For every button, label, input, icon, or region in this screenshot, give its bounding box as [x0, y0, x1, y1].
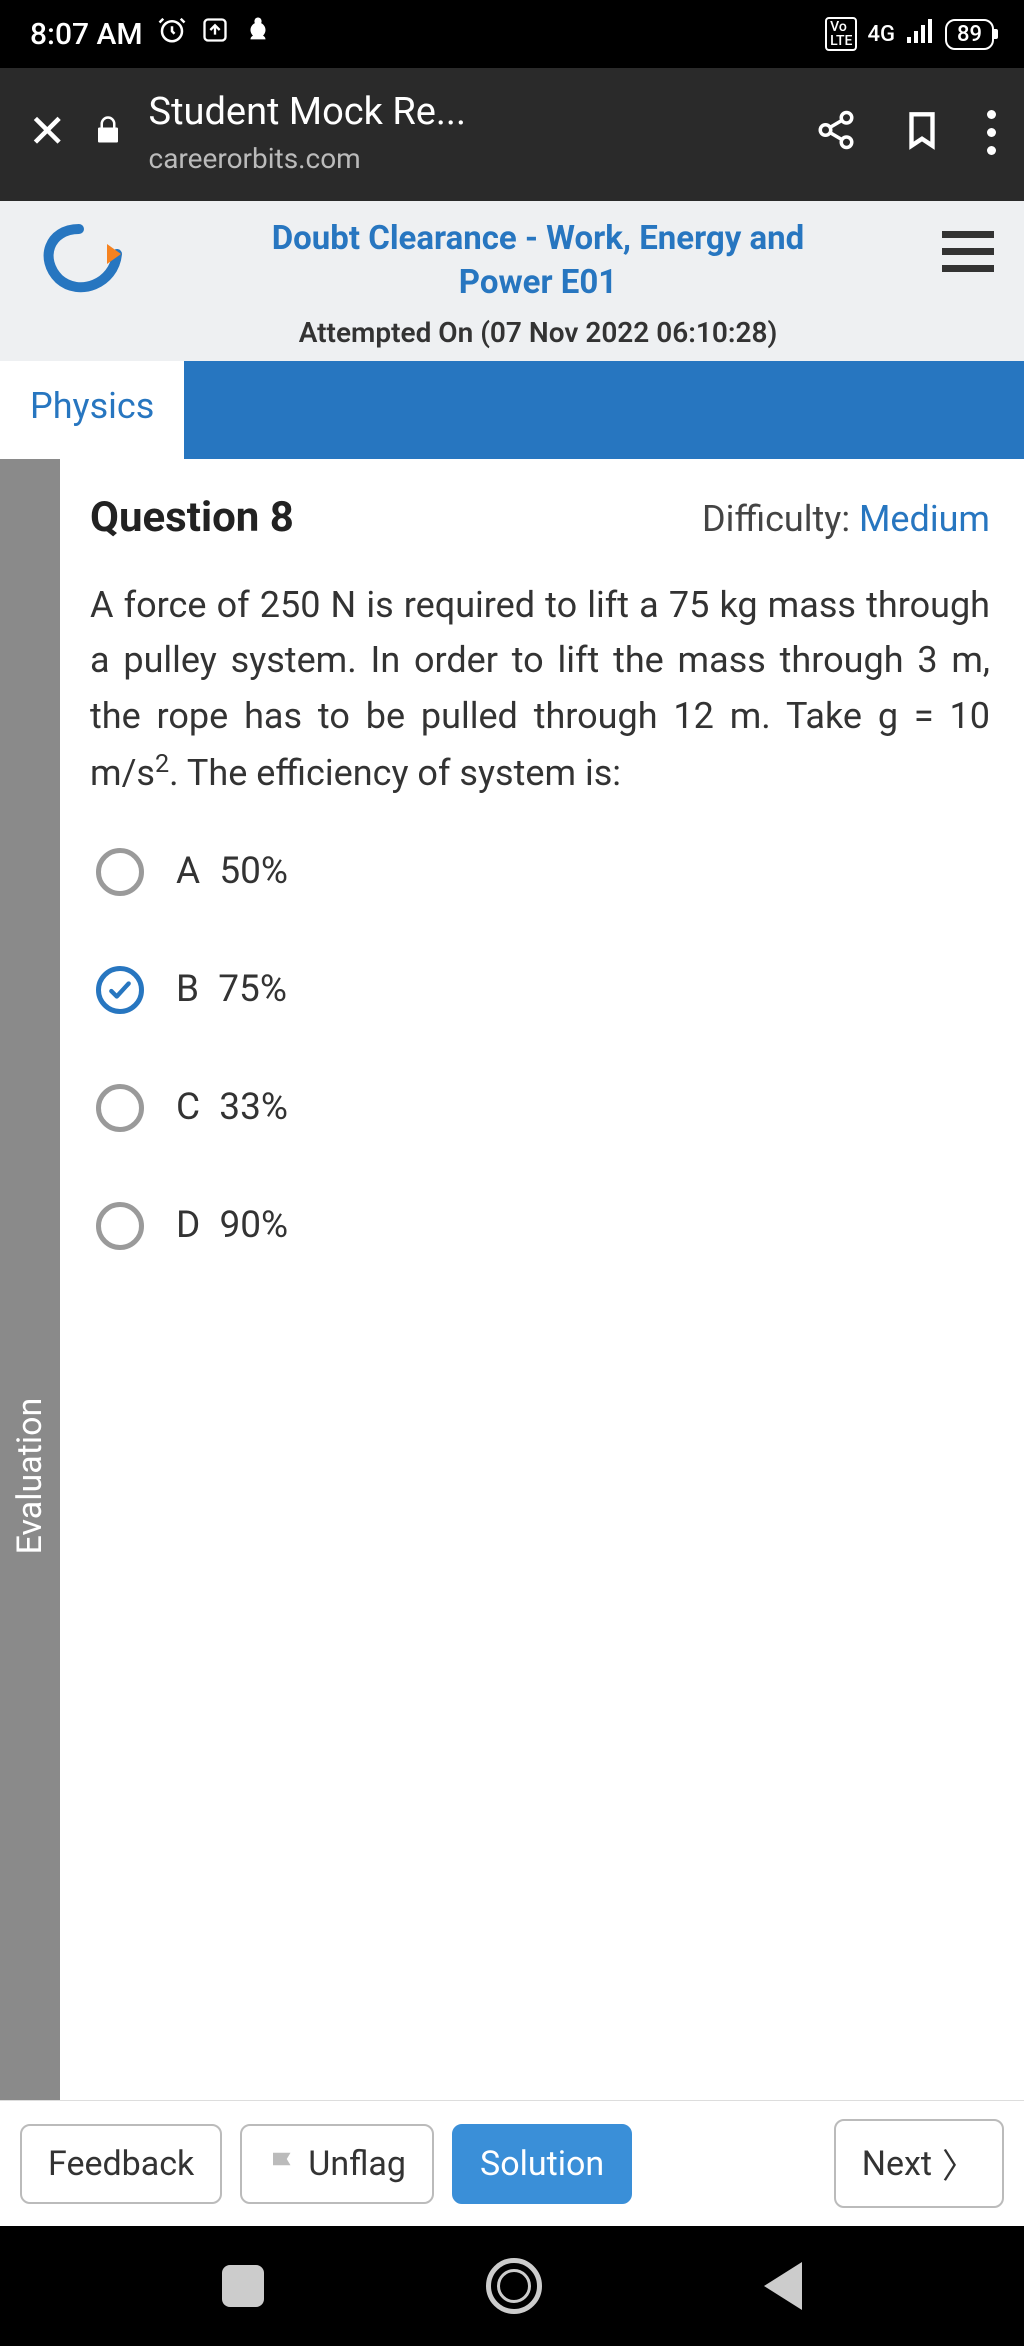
feedback-button[interactable]: Feedback [20, 2124, 222, 2204]
android-nav-bar [0, 2226, 1024, 2346]
main-area: Evaluation Question 8 Difficulty: Medium… [0, 459, 1024, 2100]
radio-empty-icon [96, 1084, 144, 1132]
tab-filler[interactable] [184, 361, 1024, 459]
share-icon[interactable] [815, 109, 857, 155]
page-title: Student Mock Re... [149, 90, 789, 136]
tab-physics[interactable]: Physics [0, 361, 184, 459]
unflag-button[interactable]: Unflag [240, 2124, 434, 2204]
option-label: C 33% [176, 1086, 288, 1129]
evaluation-rail[interactable]: Evaluation [0, 459, 60, 2100]
page-header: Doubt Clearance - Work, Energy andPower … [0, 201, 1024, 361]
question-content: Question 8 Difficulty: Medium A force of… [60, 459, 1024, 2100]
options-list: A 50% B 75% C 33% D 90% [90, 848, 990, 1250]
evaluation-label: Evaluation [10, 1398, 50, 1555]
difficulty: Difficulty: Medium [702, 498, 990, 540]
browser-bar: ✕ Student Mock Re... careerorbits.com [0, 68, 1024, 201]
option-label: D 90% [176, 1204, 288, 1247]
battery-indicator: 89 [945, 19, 994, 50]
more-icon[interactable] [987, 110, 996, 155]
bottom-bar: Feedback Unflag Solution Next 〉 [0, 2100, 1024, 2226]
signal-icon [905, 19, 935, 49]
status-bar: 8:07 AM VoLTE 4G 89 [0, 0, 1024, 68]
chevron-right-icon: 〉 [942, 2139, 976, 2188]
option-label: A 50% [176, 850, 288, 893]
page-domain: careerorbits.com [149, 142, 789, 175]
option-b[interactable]: B 75% [96, 966, 990, 1014]
tabs-row: Physics [0, 361, 1024, 459]
menu-icon[interactable] [942, 231, 994, 272]
network-type: 4G [867, 22, 895, 47]
notification-icon [243, 15, 273, 53]
solution-button[interactable]: Solution [452, 2124, 632, 2204]
attempted-on: Attempted On (07 Nov 2022 06:10:28) [152, 316, 924, 349]
option-c[interactable]: C 33% [96, 1084, 990, 1132]
radio-empty-icon [96, 1202, 144, 1250]
question-text: A force of 250 N is required to lift a 7… [90, 578, 990, 802]
home-icon[interactable] [486, 2258, 542, 2314]
radio-checked-icon [96, 966, 144, 1014]
lte-badge: VoLTE [825, 17, 857, 51]
option-a[interactable]: A 50% [96, 848, 990, 896]
bookmark-icon[interactable] [901, 109, 943, 155]
recent-apps-icon[interactable] [222, 2265, 264, 2307]
option-d[interactable]: D 90% [96, 1202, 990, 1250]
upload-icon [201, 16, 229, 52]
back-icon[interactable] [764, 2262, 802, 2310]
next-button[interactable]: Next 〉 [834, 2119, 1004, 2208]
url-block[interactable]: Student Mock Re... careerorbits.com [149, 90, 789, 175]
quiz-title: Doubt Clearance - Work, Energy andPower … [152, 217, 924, 306]
radio-empty-icon [96, 848, 144, 896]
logo-icon[interactable] [24, 217, 134, 297]
status-time: 8:07 AM [30, 17, 143, 52]
alarm-icon [157, 15, 187, 53]
close-icon[interactable]: ✕ [28, 109, 67, 155]
lock-icon [93, 112, 123, 152]
option-label: B 75% [176, 968, 287, 1011]
question-title: Question 8 [90, 493, 294, 542]
